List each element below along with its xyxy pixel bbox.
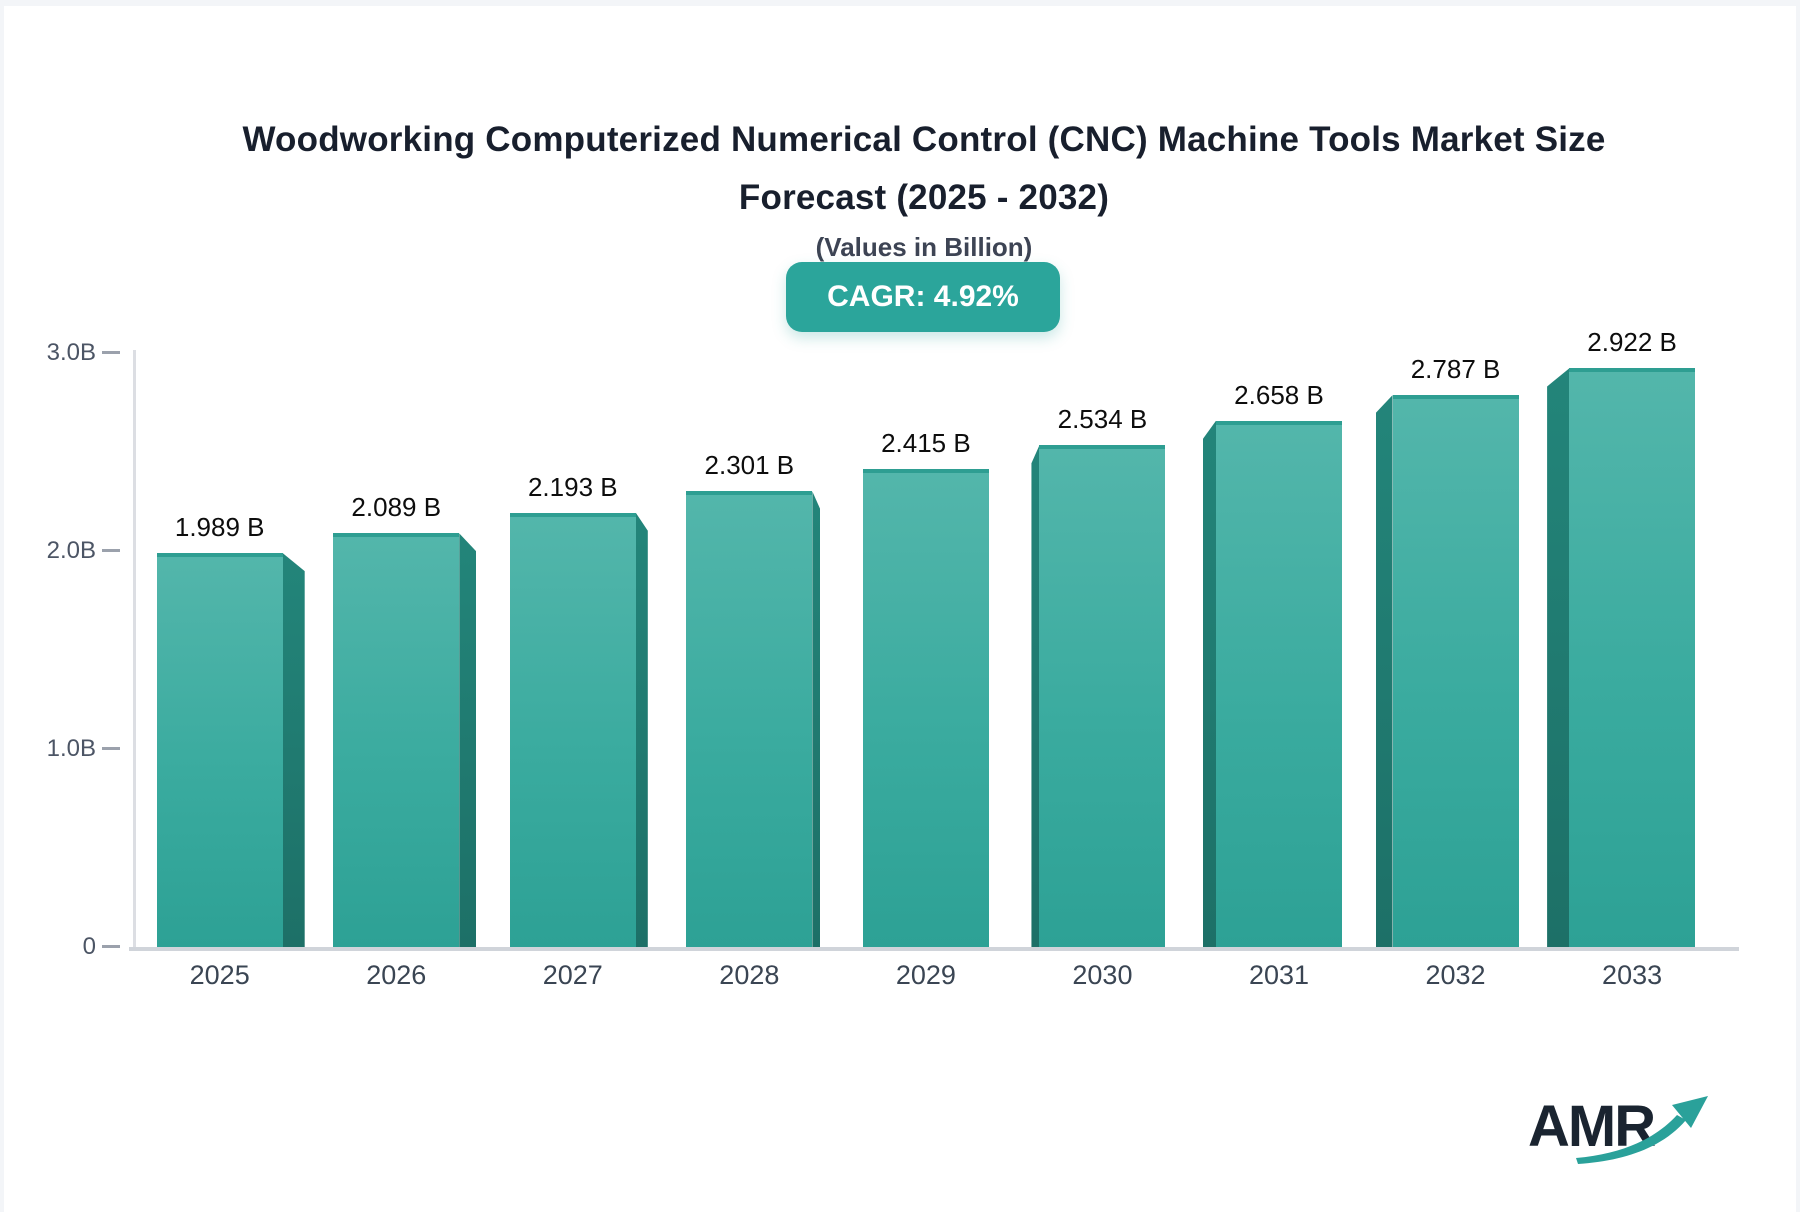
x-axis-category-label: 2032 <box>1425 960 1486 990</box>
y-axis-tick-label: 3.0B <box>46 339 96 366</box>
x-axis-category-label: 2027 <box>542 960 603 990</box>
bar-value-label: 1.989 B <box>174 512 265 543</box>
bar-2026[interactable] <box>333 533 460 947</box>
amr-logo: AMR <box>1528 1094 1708 1164</box>
bar-2032[interactable] <box>1392 395 1519 947</box>
bar-value-label: 2.658 B <box>1234 379 1324 410</box>
y-axis-tick <box>102 549 120 552</box>
bar-value-label: 2.089 B <box>351 492 442 523</box>
x-axis-category-label: 2025 <box>189 960 250 990</box>
y-axis-tick <box>102 747 120 750</box>
bar-2031[interactable] <box>1216 420 1342 947</box>
bar-2027[interactable] <box>509 512 636 947</box>
bar-3d-side <box>812 491 821 947</box>
y-axis-tick-label: 2.0B <box>46 537 96 564</box>
y-axis-tick-label: 0 <box>82 933 96 960</box>
cagr-badge: CAGR: 4.92% <box>786 262 1060 332</box>
x-axis-category-label: 2026 <box>366 960 427 990</box>
y-axis-tick <box>102 945 120 948</box>
x-axis-category-label: 2033 <box>1602 960 1663 990</box>
amr-logo-swoosh-icon <box>1576 1115 1686 1164</box>
bar-value-label: 2.534 B <box>1057 404 1148 435</box>
chart-card: Woodworking Computerized Numerical Contr… <box>4 6 1796 1212</box>
title-line-1: Woodworking Computerized Numerical Contr… <box>242 120 1606 159</box>
bar-3d-side <box>1547 368 1570 947</box>
bar-2030[interactable] <box>1039 445 1166 947</box>
bar-2025[interactable] <box>156 553 283 947</box>
y-axis-tick-label: 1.0B <box>46 735 96 762</box>
bar-2028[interactable] <box>686 491 813 947</box>
title-line-2: Forecast (2025 - 2032) <box>738 178 1110 217</box>
bar-value-label: 2.415 B <box>881 427 971 458</box>
chart-subtitle: (Values in Billion) <box>815 232 1033 262</box>
bar-value-label: 2.301 B <box>704 450 795 481</box>
bar-3d-side <box>635 512 648 947</box>
bar-3d-side <box>282 553 305 947</box>
bar-value-label: 2.193 B <box>527 471 618 502</box>
x-axis-category-label: 2031 <box>1248 960 1310 990</box>
bar-3d-side <box>1203 420 1216 947</box>
bar-2033[interactable] <box>1569 368 1696 947</box>
bar-value-label: 2.787 B <box>1410 354 1501 385</box>
x-axis-baseline <box>129 947 1739 951</box>
bar-2029[interactable] <box>862 468 989 947</box>
bar-3d-side <box>1031 445 1040 947</box>
x-axis-category-label: 2029 <box>895 960 956 990</box>
y-axis-tick <box>102 351 120 354</box>
page-title: Woodworking Computerized Numerical Contr… <box>44 111 1800 227</box>
bar-3d-side <box>1375 395 1393 947</box>
y-axis-line <box>133 350 136 951</box>
bar-value-label: 2.922 B <box>1587 327 1677 358</box>
x-axis-category-label: 2028 <box>719 960 780 990</box>
bar-3d-side <box>459 533 477 947</box>
x-axis-category-label: 2030 <box>1072 960 1133 990</box>
amr-logo-arrowhead-icon <box>1672 1096 1708 1128</box>
